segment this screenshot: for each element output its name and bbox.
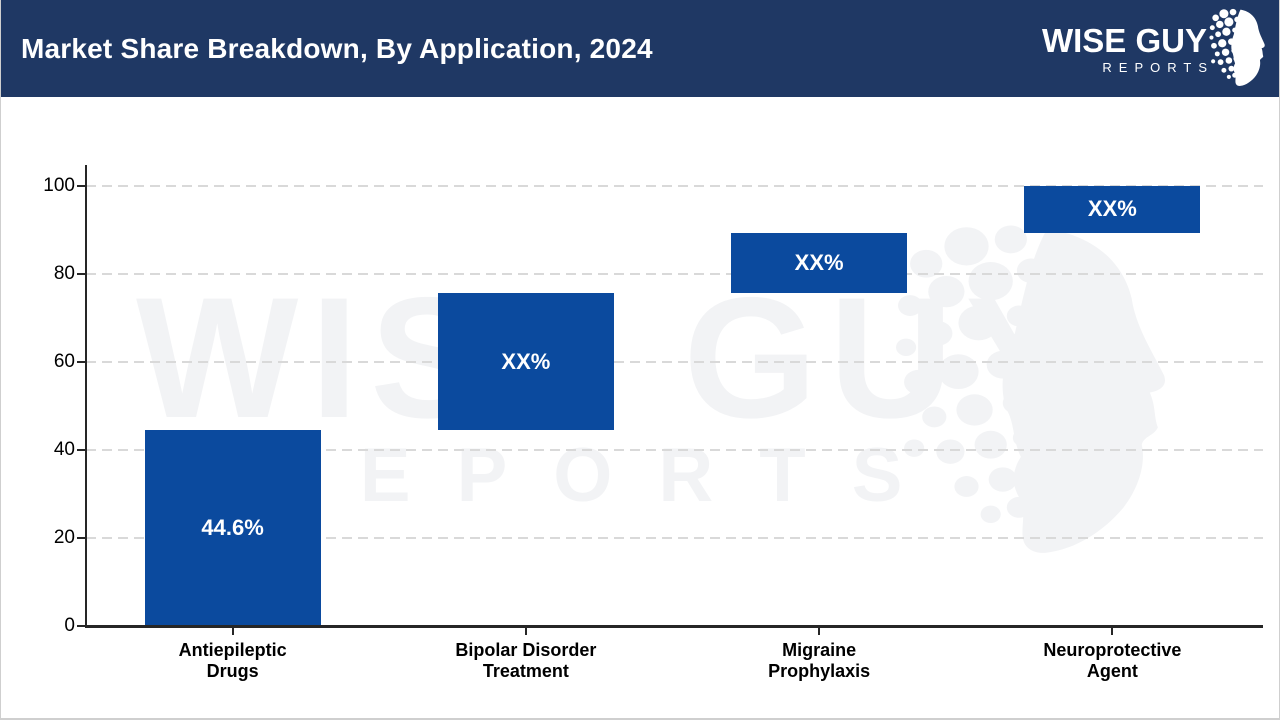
brand-name: WISE GUY xyxy=(1041,22,1207,59)
gridline xyxy=(86,537,1263,539)
y-tick-mark xyxy=(77,625,85,627)
x-category-label: Bipolar Disorder Treatment xyxy=(455,640,597,682)
chart-title: Market Share Breakdown, By Application, … xyxy=(21,32,653,64)
brand-subname: REPORTS xyxy=(1102,60,1214,75)
header-bar: Market Share Breakdown, By Application, … xyxy=(1,0,1279,97)
x-tick-mark xyxy=(231,626,234,635)
bar: 44.6% xyxy=(144,429,321,626)
y-tick-mark xyxy=(77,449,85,451)
gridline xyxy=(86,185,1263,187)
y-tick-label: 60 xyxy=(53,351,75,372)
y-tick-mark xyxy=(77,273,85,275)
y-tick-label: 100 xyxy=(43,175,75,196)
y-axis xyxy=(85,165,87,628)
x-tick-mark xyxy=(1111,626,1114,635)
gridline xyxy=(86,449,1263,451)
x-tick-mark xyxy=(818,626,821,635)
gridline xyxy=(86,361,1263,363)
y-tick-label: 80 xyxy=(53,263,75,284)
y-tick-label: 20 xyxy=(53,527,75,548)
y-tick-mark xyxy=(77,537,85,539)
x-category-label: Neuroprotective Agent xyxy=(1043,640,1182,682)
bar: XX% xyxy=(1024,186,1201,233)
gridline xyxy=(86,273,1263,275)
bar-value-label: 44.6% xyxy=(201,514,264,540)
y-tick-label: 0 xyxy=(64,615,75,636)
y-tick-mark xyxy=(77,361,85,363)
x-axis xyxy=(85,625,1263,628)
x-tick-mark xyxy=(524,626,527,635)
x-category-label: Migraine Prophylaxis xyxy=(768,640,871,682)
y-tick-label: 40 xyxy=(53,439,75,460)
bar-value-label: XX% xyxy=(501,348,551,374)
y-tick-mark xyxy=(77,185,85,187)
bar-value-label: XX% xyxy=(1087,196,1137,222)
x-category-label: Antiepileptic Drugs xyxy=(178,640,287,682)
brand-logo-text: WISE GUY REPORTS xyxy=(1042,24,1207,74)
logo-face-icon xyxy=(1209,8,1265,86)
brand-logo: WISE GUY REPORTS xyxy=(1042,6,1267,92)
bar: XX% xyxy=(731,232,908,294)
bar: XX% xyxy=(437,293,614,430)
bar-value-label: XX% xyxy=(794,249,844,275)
watermark-face-icon xyxy=(896,225,1165,553)
